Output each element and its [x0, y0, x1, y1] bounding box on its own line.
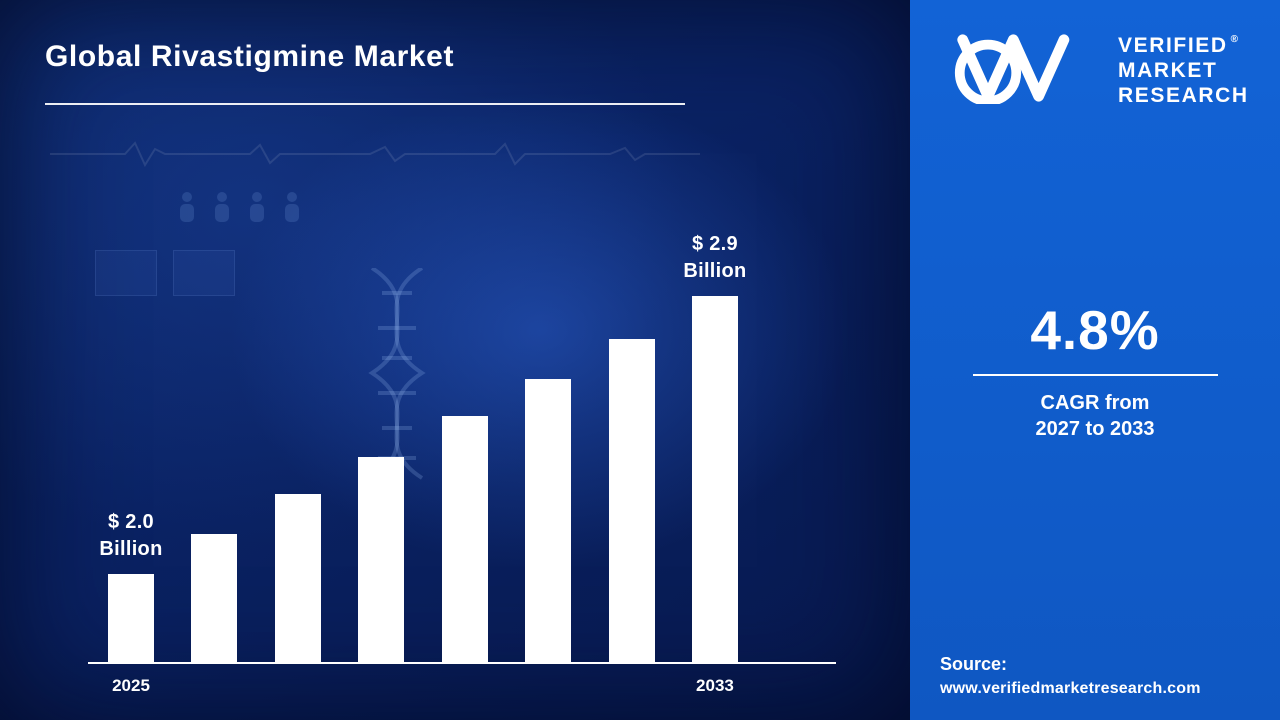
brand-line-1: VERIFIED ® [1118, 34, 1239, 57]
bar-slot [274, 232, 321, 662]
bar [191, 534, 238, 662]
registered-mark: ® [1230, 34, 1239, 45]
axis-year-labels: 2025 2033 [108, 676, 738, 696]
vmr-logo-icon [946, 30, 1104, 104]
axis-year-label [442, 676, 488, 696]
brand-line-3: RESEARCH [1118, 83, 1249, 107]
bar [525, 379, 572, 662]
x-axis-line [88, 662, 836, 664]
source-block: Source: www.verifiedmarketresearch.com [940, 654, 1201, 698]
axis-year-label [525, 676, 571, 696]
bar-chart-bars: $ 2.0 Billion $ 2.9 Billion [99, 232, 746, 662]
axis-year-label: 2025 [112, 676, 150, 695]
bar-slot [191, 232, 238, 662]
cagr-caption: CAGR from 2027 to 2033 [910, 390, 1280, 442]
title-underline [45, 103, 685, 105]
cagr-caption-line-1: CAGR from [1040, 392, 1150, 414]
source-label: Source: [940, 654, 1008, 674]
axis-year-label [609, 676, 655, 696]
bar-slot [358, 232, 405, 662]
axis-year-label: 2033 [696, 676, 734, 695]
bar [108, 574, 154, 662]
brand-name: VERIFIED ® MARKET RESEARCH [1118, 30, 1249, 108]
cagr-caption-line-2: 2027 to 2033 [1035, 418, 1155, 440]
bar [274, 494, 321, 662]
chart-section: Global Rivastigmine Market $ 2.0 Billion $… [0, 0, 910, 720]
axis-year-label [275, 676, 321, 696]
ecg-line-decoration [50, 141, 700, 168]
axis-year-label [191, 676, 237, 696]
brand-logo: VERIFIED ® MARKET RESEARCH [946, 30, 1264, 108]
bar [358, 457, 405, 662]
people-icons-decoration [180, 192, 299, 222]
bar-value-label: $ 2.0 Billion [99, 511, 163, 560]
bar [441, 416, 488, 662]
bar-value-label: $ 2.9 Billion [683, 233, 747, 282]
bar-slot: $ 2.0 Billion [99, 232, 162, 662]
cagr-block: 4.8% CAGR from 2027 to 2033 [910, 298, 1280, 442]
cagr-divider [972, 374, 1218, 376]
cagr-value: 4.8% [1030, 299, 1160, 361]
source-url: www.verifiedmarketresearch.com [940, 680, 1201, 697]
info-panel: VERIFIED ® MARKET RESEARCH 4.8% CAGR from… [910, 0, 1280, 720]
brand-line-2: MARKET [1118, 58, 1218, 82]
axis-year-label [358, 676, 404, 696]
page-title: Global Rivastigmine Market [45, 40, 455, 73]
bar-slot [525, 232, 572, 662]
bar [691, 296, 738, 662]
bar [608, 339, 655, 662]
bar-slot [608, 232, 655, 662]
bar-slot [441, 232, 488, 662]
bar-slot: $ 2.9 Billion [683, 232, 746, 662]
